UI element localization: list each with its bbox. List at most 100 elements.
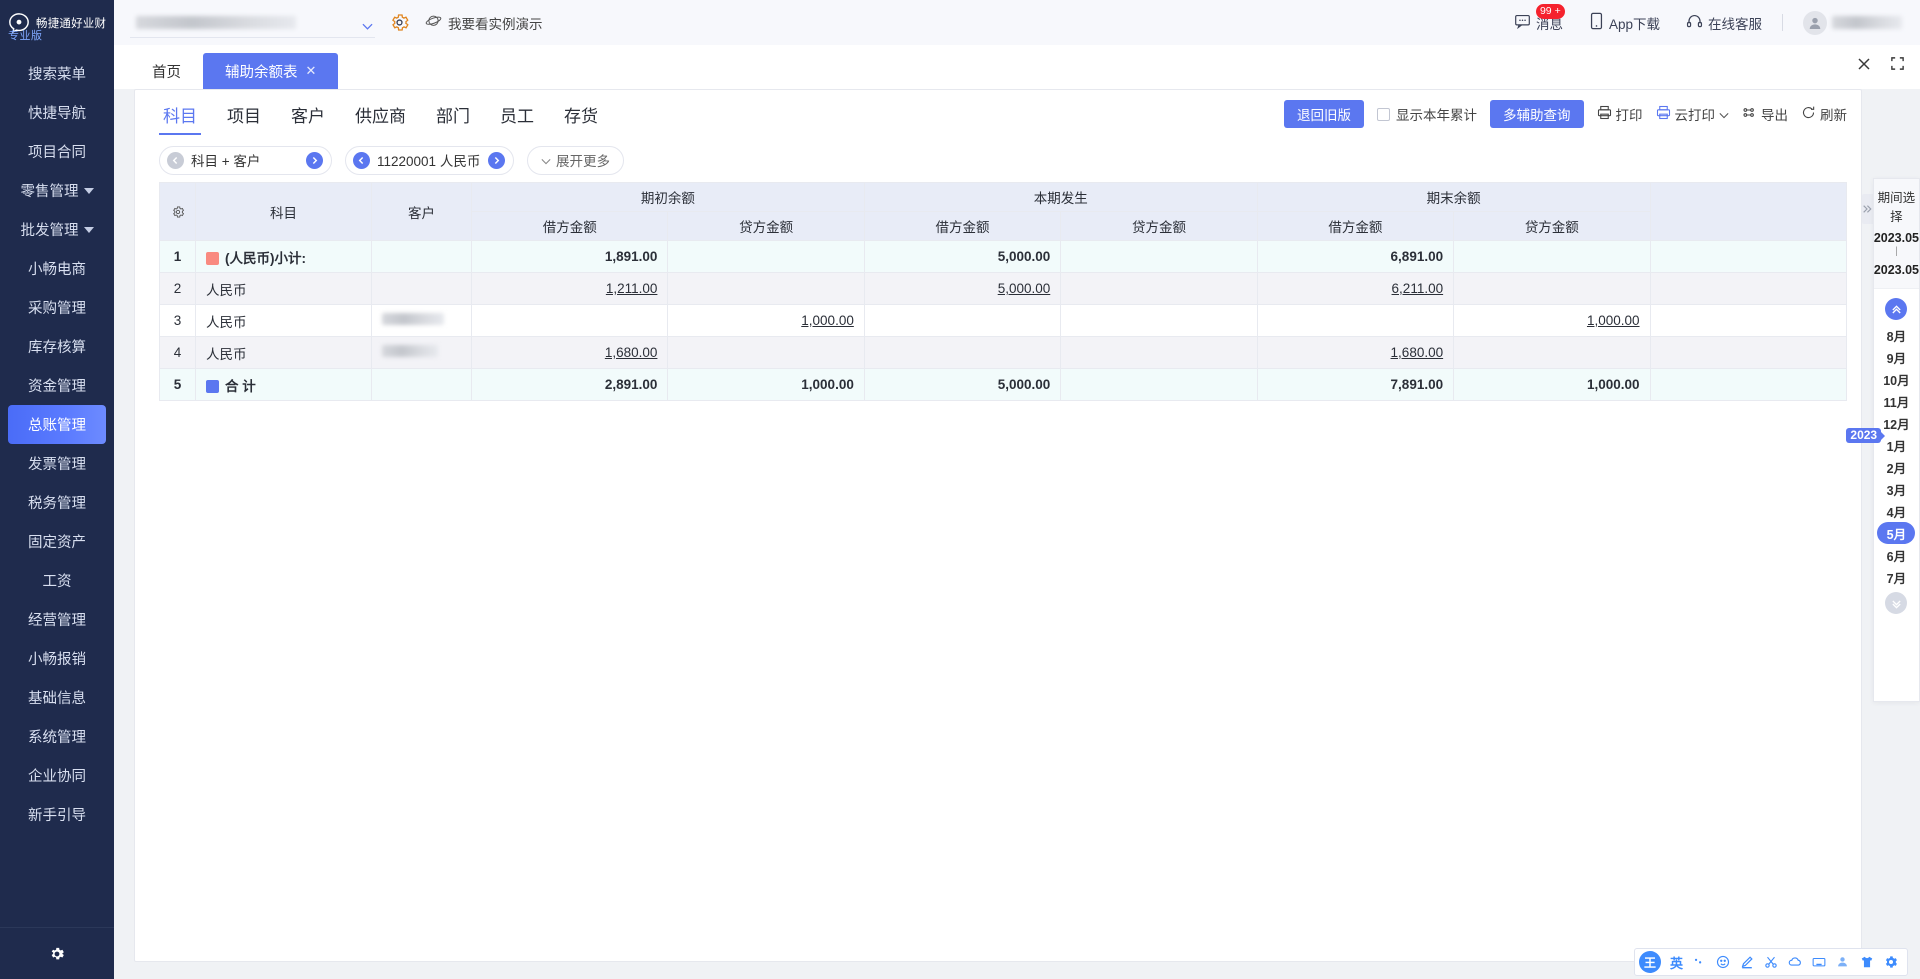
sidebar-item-6[interactable]: 采购管理 (0, 288, 114, 327)
tab-1[interactable]: 辅助余额表 ✕ (203, 53, 339, 89)
month-item-4[interactable]: 12月 (1883, 417, 1910, 432)
month-item-5[interactable]: 1月 (1886, 439, 1907, 454)
sidebar-item-11[interactable]: 税务管理 (0, 483, 114, 522)
multi-aux-query-button[interactable]: 多辅助查询 (1490, 100, 1584, 128)
print-button[interactable]: 打印 (1597, 104, 1643, 124)
pen-icon[interactable] (1740, 955, 1755, 970)
online-service-button[interactable]: 在线客服 (1686, 13, 1762, 33)
subtab-1[interactable]: 项目 (227, 106, 261, 126)
ime-mode-label[interactable]: 英 (1669, 955, 1683, 971)
sidebar-item-8[interactable]: 资金管理 (0, 366, 114, 405)
chevron-left-circle-icon[interactable] (353, 151, 370, 169)
month-item-0[interactable]: 8月 (1886, 329, 1907, 344)
sidebar-item-1[interactable]: 快捷导航 (0, 93, 114, 132)
sidebar-item-18[interactable]: 企业协同 (0, 756, 114, 795)
cell-end-debit[interactable]: 6,211.00 (1256, 272, 1455, 305)
keyboard-icon[interactable] (1812, 955, 1827, 970)
refresh-button[interactable]: 刷新 (1801, 104, 1847, 124)
skin-icon[interactable] (1860, 955, 1875, 970)
cloud-print-button[interactable]: 云打印 (1656, 104, 1730, 124)
chevron-double-up-icon[interactable] (1885, 298, 1908, 321)
sidebar-item-3[interactable]: 零售管理 (0, 171, 114, 210)
demo-link[interactable]: 我要看实例演示 (425, 13, 543, 33)
subtab-0[interactable]: 科目 (159, 91, 201, 137)
tab-close-icon[interactable]: ✕ (305, 63, 317, 78)
sidebar-item-15[interactable]: 小畅报销 (0, 639, 114, 678)
chevron-right-circle-icon[interactable] (306, 151, 323, 169)
sidebar-item-2[interactable]: 项目合同 (0, 132, 114, 171)
sidebar-item-12[interactable]: 固定资产 (0, 522, 114, 561)
month-item-6[interactable]: 2月 (1886, 461, 1907, 476)
month-item-9[interactable]: 5月 (1877, 522, 1916, 545)
sidebar-item-10[interactable]: 发票管理 (0, 444, 114, 483)
sidebar-item-19[interactable]: 新手引导 (0, 795, 114, 834)
gear-icon[interactable] (170, 205, 185, 219)
settings-gear-icon[interactable] (389, 12, 411, 34)
sidebar-item-17[interactable]: 系统管理 (0, 717, 114, 756)
cell-open-debit[interactable]: 1,680.00 (470, 336, 669, 369)
sidebar-item-0[interactable]: 搜索菜单 (0, 54, 114, 93)
close-icon[interactable] (1856, 56, 1872, 72)
export-button[interactable]: 导出 (1742, 104, 1788, 124)
gear-icon[interactable] (1884, 955, 1899, 970)
cell-cur-debit[interactable]: 5,000.00 (863, 272, 1062, 305)
amount-link[interactable]: 1,000.00 (1586, 313, 1640, 328)
table-row[interactable]: 4 人民币 1,680.00 1,680.00 (159, 336, 1848, 369)
chevron-double-down-icon[interactable] (1885, 592, 1908, 615)
cell-open-debit[interactable]: 1,211.00 (470, 272, 669, 305)
chevron-right-circle-icon[interactable] (488, 151, 505, 169)
sidebar-item-16[interactable]: 基础信息 (0, 678, 114, 717)
month-item-7[interactable]: 3月 (1886, 483, 1907, 498)
amount-link[interactable]: 1,680.00 (1390, 345, 1444, 360)
month-item-2[interactable]: 10月 (1883, 373, 1910, 388)
app-download-button[interactable]: App下载 (1589, 12, 1660, 33)
cell-end-debit[interactable]: 1,680.00 (1256, 336, 1455, 369)
month-item-3[interactable]: 11月 (1883, 395, 1910, 410)
sidebar-item-9[interactable]: 总账管理 (8, 405, 106, 444)
sidebar-item-7[interactable]: 库存核算 (0, 327, 114, 366)
amount-link[interactable]: 5,000.00 (997, 281, 1051, 296)
subtab-4[interactable]: 部门 (436, 106, 470, 126)
ytd-checkbox[interactable]: 显示本年累计 (1377, 104, 1477, 124)
filter-pill-1[interactable]: 11220001 人民币 (345, 145, 514, 175)
ytd-checkbox-box[interactable] (1377, 107, 1390, 121)
emoji-icon[interactable] (1716, 955, 1731, 970)
subtab-5[interactable]: 员工 (500, 106, 534, 126)
month-item-10[interactable]: 6月 (1886, 549, 1907, 564)
amount-link[interactable]: 1,211.00 (605, 281, 658, 296)
chevron-left-circle-icon[interactable] (167, 151, 184, 169)
cell-end-credit[interactable]: 1,000.00 (1453, 304, 1651, 337)
fullscreen-icon[interactable] (1890, 56, 1906, 72)
person-icon[interactable] (1836, 955, 1851, 970)
cloud-icon[interactable] (1788, 955, 1803, 970)
filter-pill-0[interactable]: 科目 + 客户 (159, 145, 332, 175)
table-row[interactable]: 1 (人民币)小计: 1,891.00 5,000.00 6,891.00 (159, 240, 1848, 273)
amount-link[interactable]: 1,000.00 (801, 313, 854, 328)
sidebar-item-14[interactable]: 经营管理 (0, 600, 114, 639)
month-item-1[interactable]: 9月 (1886, 351, 1907, 366)
subtab-3[interactable]: 供应商 (355, 106, 406, 126)
table-row[interactable]: 3 人民币 1,000.00 1,000.00 (159, 304, 1848, 337)
messages-button[interactable]: 消息 99 + (1514, 3, 1565, 33)
subtab-6[interactable]: 存货 (564, 106, 598, 126)
gear-icon[interactable] (48, 945, 66, 963)
ime-logo-icon[interactable]: 王 (1638, 951, 1661, 973)
user-menu[interactable] (1803, 10, 1902, 35)
tab-0[interactable]: 首页 (130, 53, 203, 89)
table-row[interactable]: 2 人民币 1,211.00 5,000.00 6,211.00 (159, 272, 1848, 305)
sidebar-item-5[interactable]: 小畅电商 (0, 249, 114, 288)
subtab-2[interactable]: 客户 (291, 106, 325, 126)
month-item-8[interactable]: 4月 (1886, 505, 1907, 520)
table-settings-header[interactable] (159, 182, 196, 241)
expand-more-button[interactable]: 展开更多 (527, 145, 624, 175)
amount-link[interactable]: 1,680.00 (604, 345, 658, 360)
scissors-icon[interactable] (1764, 955, 1779, 970)
company-select[interactable] (130, 8, 375, 38)
sidebar-item-4[interactable]: 批发管理 (0, 210, 114, 249)
sidebar-item-13[interactable]: 工资 (0, 561, 114, 600)
voice-icon[interactable] (1692, 955, 1707, 970)
cell-open-credit[interactable]: 1,000.00 (667, 304, 865, 337)
rollback-button[interactable]: 退回旧版 (1284, 100, 1364, 128)
chevron-double-right-icon[interactable] (1862, 194, 1873, 224)
